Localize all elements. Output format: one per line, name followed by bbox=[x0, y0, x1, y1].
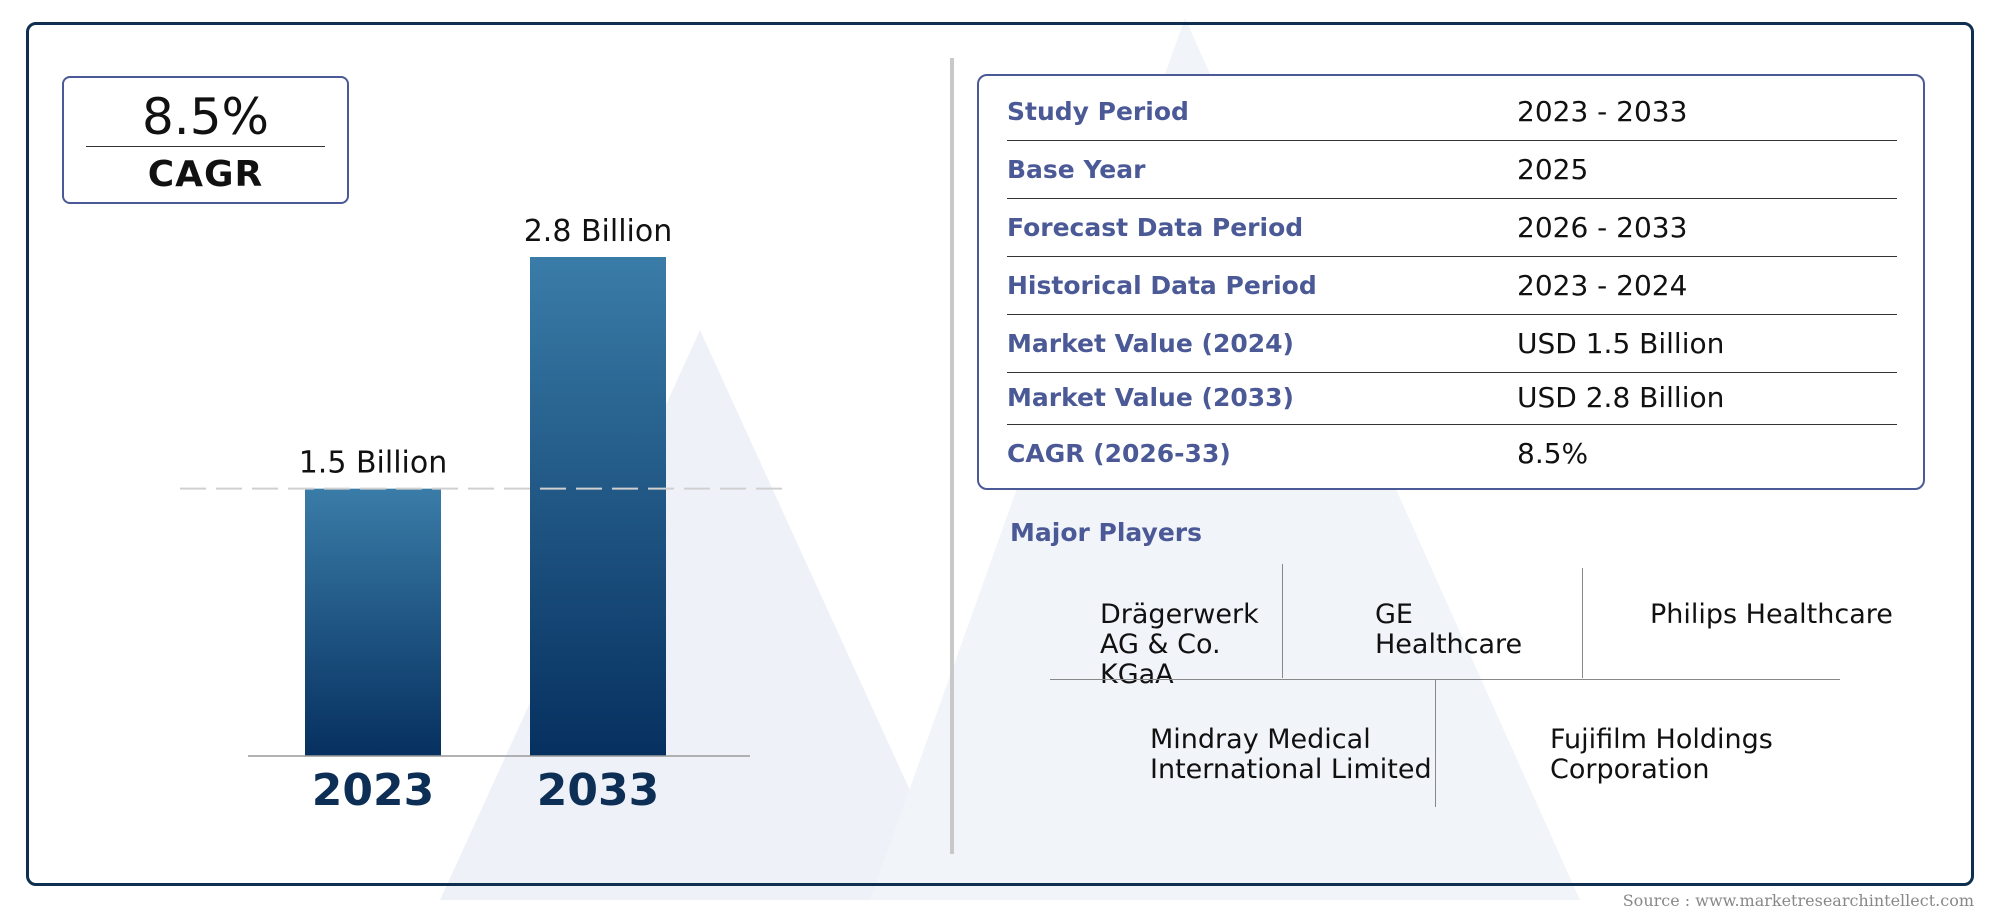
players-divider bbox=[1582, 568, 1583, 678]
category-label-2033: 2033 bbox=[537, 765, 659, 816]
cagr-label: CAGR bbox=[147, 154, 264, 195]
row-divider bbox=[1007, 372, 1897, 373]
players-divider bbox=[1050, 679, 1840, 680]
row-value: 2026 - 2033 bbox=[1517, 210, 1688, 244]
major-players-title: Major Players bbox=[1010, 518, 1202, 547]
outer-frame bbox=[26, 22, 1974, 886]
row-divider bbox=[1007, 198, 1897, 199]
row-value: 2023 - 2024 bbox=[1517, 268, 1688, 302]
category-label-2023: 2023 bbox=[312, 765, 434, 816]
row-value: 2025 bbox=[1517, 152, 1589, 186]
cagr-value: 8.5% bbox=[141, 88, 270, 146]
table-row: Base Year 2025 bbox=[1007, 148, 1897, 190]
table-row: Historical Data Period 2023 - 2024 bbox=[1007, 264, 1897, 306]
row-label: CAGR (2026-33) bbox=[1007, 438, 1231, 468]
player-draegerwerk: Drägerwerk AG & Co. KGaA bbox=[1100, 599, 1259, 690]
row-value: USD 1.5 Billion bbox=[1517, 326, 1725, 360]
bar-2033 bbox=[530, 257, 666, 756]
players-divider bbox=[1282, 564, 1283, 678]
cagr-badge: 8.5% CAGR bbox=[62, 76, 349, 204]
row-label: Historical Data Period bbox=[1007, 270, 1317, 300]
table-row: Market Value (2033) USD 2.8 Billion bbox=[1007, 376, 1897, 418]
row-divider bbox=[1007, 140, 1897, 141]
row-divider bbox=[1007, 256, 1897, 257]
player-fujifilm: Fujifilm Holdings Corporation bbox=[1550, 724, 1773, 785]
market-info-table: Study Period 2023 - 2033 Base Year 2025 … bbox=[977, 74, 1925, 490]
row-value: 8.5% bbox=[1517, 436, 1589, 470]
table-row: CAGR (2026-33) 8.5% bbox=[1007, 432, 1897, 474]
cagr-divider bbox=[86, 146, 325, 147]
table-row: Study Period 2023 - 2033 bbox=[1007, 90, 1897, 132]
player-ge-healthcare: GE Healthcare bbox=[1375, 599, 1523, 660]
player-philips-healthcare: Philips Healthcare bbox=[1650, 599, 1893, 630]
players-divider bbox=[1435, 679, 1436, 807]
source-credit: Source : www.marketresearchintellect.com bbox=[1622, 891, 1974, 910]
market-bar-chart: 1.5 Billion 2023 2.8 Billion 2033 bbox=[180, 214, 790, 816]
row-divider bbox=[1007, 424, 1897, 425]
row-label: Forecast Data Period bbox=[1007, 212, 1304, 242]
bar-2023 bbox=[305, 488, 441, 756]
row-label: Market Value (2024) bbox=[1007, 328, 1294, 358]
row-value: USD 2.8 Billion bbox=[1517, 380, 1725, 414]
table-row: Forecast Data Period 2026 - 2033 bbox=[1007, 206, 1897, 248]
row-divider bbox=[1007, 314, 1897, 315]
table-row: Market Value (2024) USD 1.5 Billion bbox=[1007, 322, 1897, 364]
row-value: 2023 - 2033 bbox=[1517, 94, 1688, 128]
vertical-divider bbox=[950, 58, 954, 854]
row-label: Base Year bbox=[1007, 154, 1146, 184]
row-label: Study Period bbox=[1007, 96, 1189, 126]
data-label-2023: 1.5 Billion bbox=[299, 446, 448, 481]
data-label-2033: 2.8 Billion bbox=[524, 214, 673, 249]
row-label: Market Value (2033) bbox=[1007, 382, 1294, 412]
player-mindray: Mindray Medical International Limited bbox=[1150, 724, 1432, 785]
